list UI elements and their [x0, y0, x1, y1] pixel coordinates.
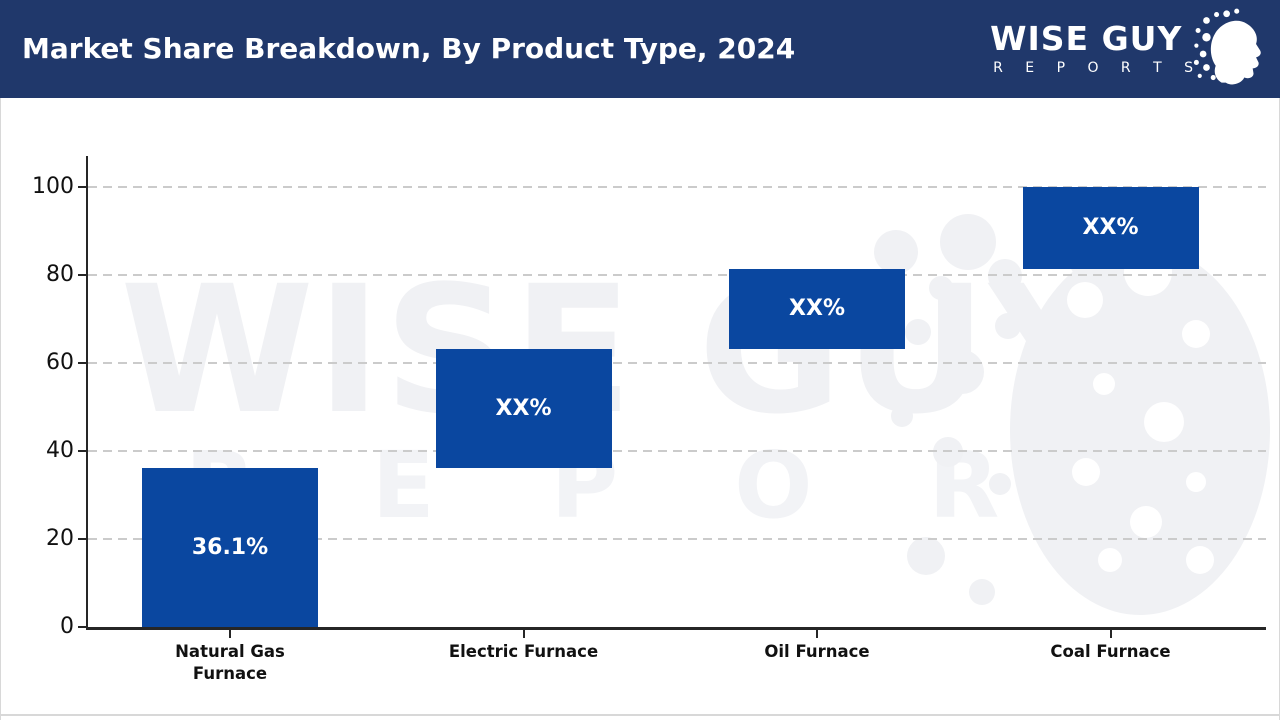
y-tick-label-100: 100 — [32, 174, 74, 199]
bar-coal-furnace: XX% — [1022, 187, 1199, 269]
logo-subtitle-text: R E P O R T S — [993, 60, 1202, 76]
header-bar: Market Share Breakdown, By Product Type,… — [0, 0, 1280, 98]
x-tick-oil-furnace — [816, 630, 818, 638]
page-title: Market Share Breakdown, By Product Type,… — [22, 32, 796, 65]
bar-natural-gas-furnace: 36.1% — [142, 468, 318, 627]
x-tick-natural-gas-furnace — [229, 630, 231, 638]
bar-value-label-oil-furnace: XX% — [789, 296, 845, 322]
bar-value-label-electric-furnace: XX% — [495, 396, 552, 422]
category-label-coal-furnace: Coal Furnace — [1050, 642, 1171, 661]
dotted-head-profile-icon — [1193, 8, 1261, 85]
bar-value-label-coal-furnace: XX% — [1082, 215, 1139, 241]
page-border-left — [0, 98, 1, 720]
bar-electric-furnace: XX% — [435, 348, 612, 469]
category-label-electric-furnace: Electric Furnace — [448, 642, 599, 661]
y-tick-label-60: 60 — [46, 350, 74, 375]
gridline-60 — [88, 362, 1266, 364]
x-tick-coal-furnace — [1109, 630, 1112, 638]
category-label-oil-furnace: Oil Furnace — [764, 642, 870, 661]
wise-guy-reports-logo: WISE GUY R E P O R T S — [990, 0, 1272, 98]
y-tick-0 — [78, 626, 87, 628]
bar-oil-furnace: XX% — [729, 268, 905, 349]
gridline-20 — [88, 538, 1266, 540]
page-border-bottom — [0, 714, 1280, 716]
watermark-wise-guy-text: WISE GUY — [120, 248, 1119, 453]
y-tick-20 — [78, 538, 87, 540]
gridline-80 — [88, 274, 1266, 276]
y-tick-label-0: 0 — [60, 614, 74, 639]
x-axis-line — [86, 627, 1266, 630]
y-axis-line — [86, 156, 88, 630]
gridline-100 — [88, 186, 1266, 188]
y-tick-label-40: 40 — [46, 438, 74, 463]
gridline-40 — [88, 450, 1266, 452]
y-tick-80 — [78, 274, 87, 276]
category-label-natural-gas-furnace: Natural Gas Furnace — [175, 642, 285, 683]
y-tick-100 — [78, 186, 87, 188]
y-tick-60 — [78, 362, 87, 364]
y-tick-label-80: 80 — [46, 262, 74, 287]
x-tick-electric-furnace — [522, 630, 525, 638]
watermark-reports-text: R E P O R T S — [185, 432, 1280, 539]
y-tick-40 — [78, 450, 87, 452]
logo-name-text: WISE GUY — [990, 19, 1183, 58]
logo-text: WISE GUY R E P O R T S — [990, 22, 1202, 76]
bar-value-label-natural-gas-furnace: 36.1% — [191, 535, 269, 561]
y-tick-label-20: 20 — [46, 526, 74, 551]
